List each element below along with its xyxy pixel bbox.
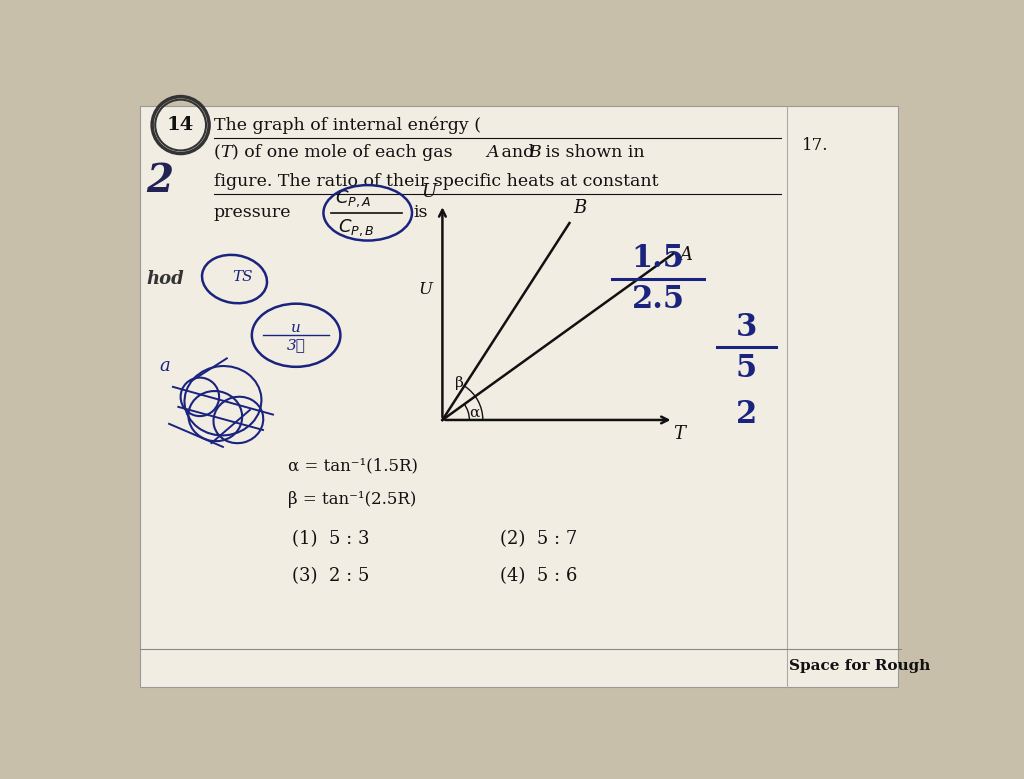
Text: A: A	[680, 246, 692, 264]
FancyBboxPatch shape	[140, 106, 898, 687]
Text: (3)  2 : 5: (3) 2 : 5	[292, 567, 370, 585]
Text: hod: hod	[146, 270, 184, 288]
Text: U: U	[419, 280, 432, 298]
Text: 3: 3	[736, 312, 757, 343]
Text: 2.5: 2.5	[632, 284, 684, 315]
Text: figure. The ratio of their specific heats at constant: figure. The ratio of their specific heat…	[214, 173, 658, 190]
Text: 2: 2	[736, 399, 757, 430]
Text: 3ℓ: 3ℓ	[287, 338, 305, 352]
Text: (4)  5 : 6: (4) 5 : 6	[500, 567, 578, 585]
Text: $C_{P,A}$: $C_{P,A}$	[335, 189, 371, 210]
Text: α: α	[470, 405, 480, 419]
Text: α = tan⁻¹(1.5R): α = tan⁻¹(1.5R)	[289, 457, 419, 474]
Text: a: a	[160, 357, 171, 375]
Text: 17.: 17.	[802, 136, 828, 153]
Text: A: A	[486, 144, 499, 161]
Text: (: (	[214, 144, 220, 161]
Text: B: B	[573, 199, 587, 217]
Text: (1)  5 : 3: (1) 5 : 3	[292, 530, 370, 548]
Text: B: B	[528, 144, 542, 161]
Text: and: and	[497, 144, 540, 161]
Text: T: T	[220, 144, 232, 161]
Text: Space for Rough: Space for Rough	[788, 659, 930, 673]
Text: 14: 14	[167, 116, 195, 134]
Text: 2: 2	[146, 162, 173, 200]
Text: $C_{P,B}$: $C_{P,B}$	[338, 217, 374, 238]
Text: β = tan⁻¹(2.5R): β = tan⁻¹(2.5R)	[289, 491, 417, 508]
Text: is: is	[413, 204, 428, 221]
Text: is shown in: is shown in	[541, 144, 645, 161]
Text: β: β	[455, 376, 464, 390]
Text: 5: 5	[736, 353, 757, 384]
Text: ) of one mole of each gas: ) of one mole of each gas	[232, 144, 459, 161]
Text: The graph of internal enérgy (: The graph of internal enérgy (	[214, 116, 480, 134]
Text: U: U	[421, 182, 436, 200]
Text: u: u	[291, 321, 301, 334]
Text: (2)  5 : 7: (2) 5 : 7	[500, 530, 578, 548]
Text: 1.5: 1.5	[632, 243, 684, 273]
Text: pressure: pressure	[214, 203, 291, 220]
Text: T: T	[674, 425, 686, 442]
Text: TS: TS	[231, 270, 253, 284]
